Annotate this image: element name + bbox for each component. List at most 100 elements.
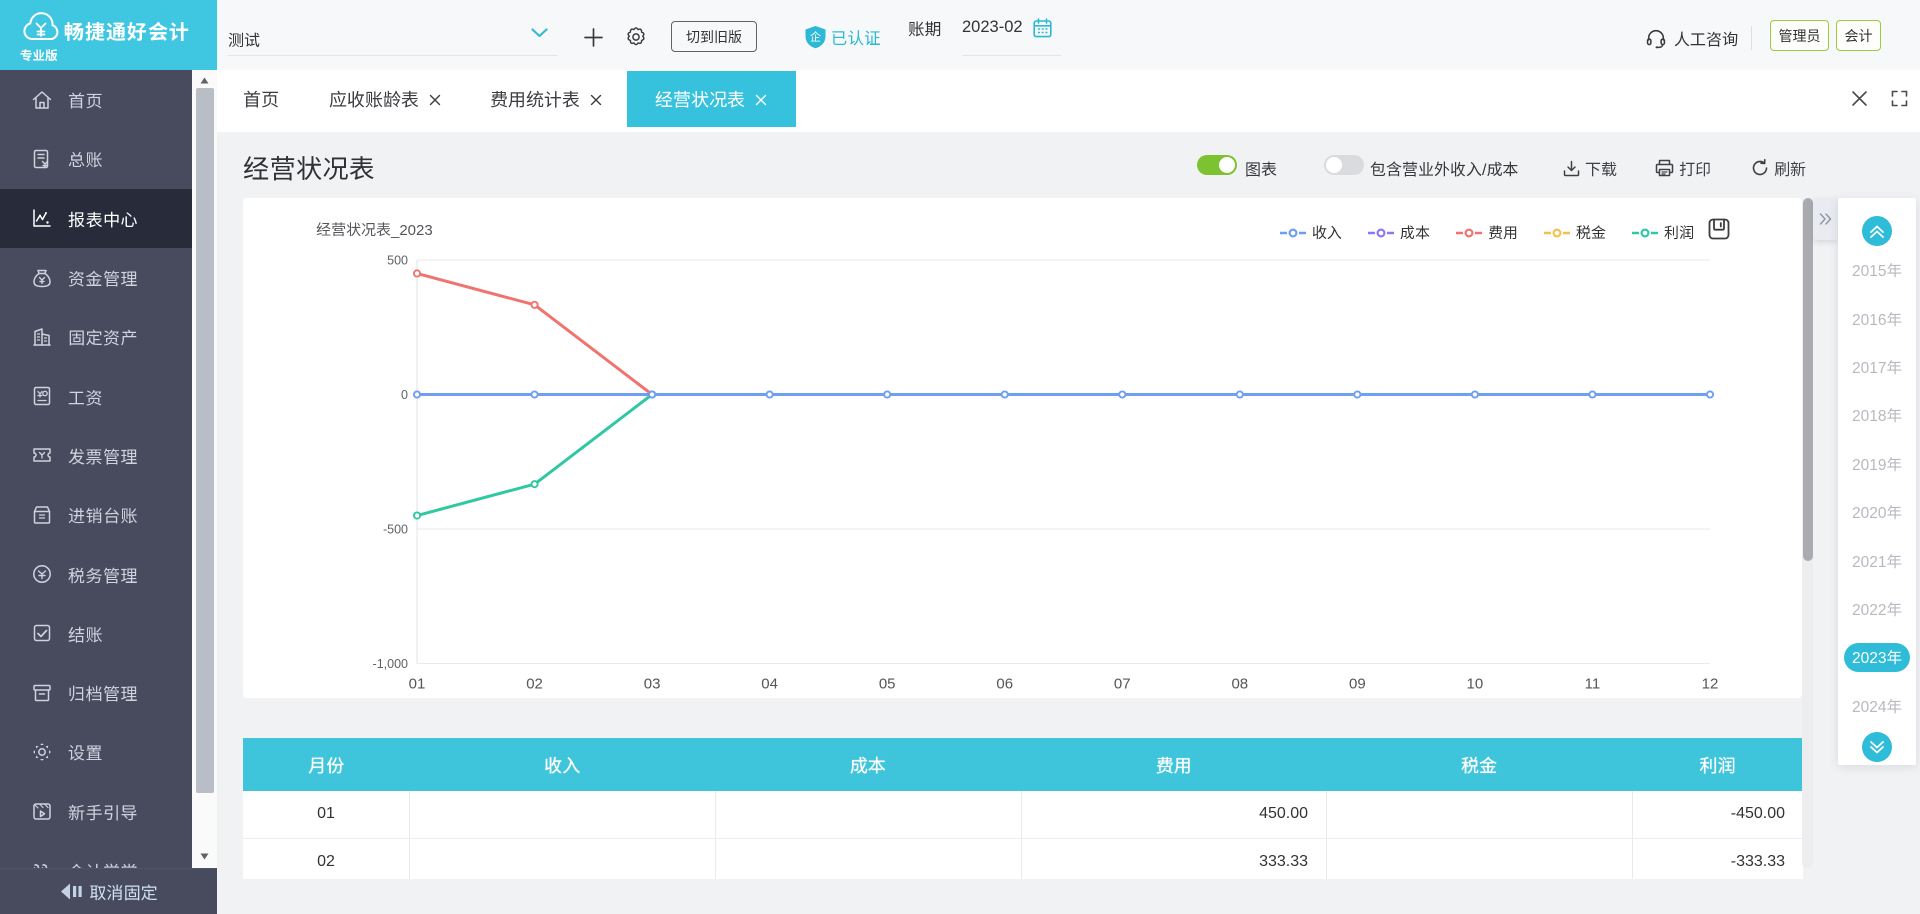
support-label: 人工咨询 bbox=[1674, 32, 1739, 49]
year-item[interactable]: 2017年 bbox=[1844, 343, 1910, 391]
year-item[interactable]: 2020年 bbox=[1844, 488, 1910, 536]
year-item[interactable]: 2021年 bbox=[1844, 536, 1910, 584]
year-item[interactable]: 2023年 bbox=[1844, 633, 1910, 681]
table-cell: 01 bbox=[243, 791, 410, 839]
legend-marker-icon bbox=[1455, 227, 1482, 238]
print-button[interactable]: 打印 bbox=[1655, 156, 1711, 180]
sidebar-item[interactable]: 税务管理 bbox=[0, 544, 192, 603]
legend-item[interactable]: 利润 bbox=[1631, 222, 1694, 243]
refresh-label: 刷新 bbox=[1774, 162, 1807, 179]
tab[interactable]: 费用统计表 bbox=[466, 71, 627, 127]
legend-label: 费用 bbox=[1487, 225, 1518, 242]
unpin-label: 取消固定 bbox=[89, 884, 158, 903]
tab-close-icon[interactable] bbox=[428, 93, 442, 107]
icon bbox=[30, 799, 54, 823]
scroll-up-arrow-icon[interactable] bbox=[192, 72, 217, 88]
tab[interactable]: 经营状况表 bbox=[627, 71, 796, 127]
sidebar-item[interactable]: 新手引导 bbox=[0, 782, 192, 841]
chart-toggle-label: 图表 bbox=[1245, 162, 1278, 179]
year-list: 2015年 2016年 2017年 2018年 2019年 2020年 2021年 2022年… bbox=[1838, 246, 1916, 730]
support-button[interactable]: 人工咨询 bbox=[1645, 26, 1738, 50]
refresh-button[interactable]: 刷新 bbox=[1751, 156, 1806, 180]
sidebar-scrollbar[interactable] bbox=[192, 70, 217, 868]
year-label: 2019年 bbox=[1852, 456, 1902, 474]
sidebar-item[interactable]: 资金管理 bbox=[0, 248, 192, 307]
sidebar-item[interactable]: 工资 bbox=[0, 366, 192, 425]
gear-icon[interactable] bbox=[625, 26, 647, 48]
admin-role-button[interactable]: 管理员 bbox=[1770, 20, 1829, 51]
print-label: 打印 bbox=[1679, 162, 1712, 179]
legend-item[interactable]: 费用 bbox=[1455, 222, 1518, 243]
year-item[interactable]: 2024年 bbox=[1844, 682, 1910, 730]
refresh-icon bbox=[1751, 159, 1774, 177]
tab-bar-actions bbox=[1851, 70, 1908, 126]
switch-to-old-version-button[interactable]: 切到旧版 bbox=[671, 21, 757, 52]
sidebar-scrollbar-thumb[interactable] bbox=[195, 88, 214, 793]
table-row[interactable]: 02 333.33 -333.33 bbox=[243, 838, 1803, 879]
content-scrollbar-thumb[interactable] bbox=[1802, 198, 1813, 561]
sidebar-item[interactable]: 归档管理 bbox=[0, 663, 192, 722]
account-set-name: 测试 bbox=[228, 33, 261, 50]
certified-shield-icon: 企 bbox=[804, 25, 827, 49]
svg-text:-1,000: -1,000 bbox=[373, 657, 408, 671]
topbar-divider bbox=[1751, 26, 1752, 50]
sidebar-item[interactable]: 发票管理 bbox=[0, 426, 192, 485]
accountant-role-button[interactable]: 会计 bbox=[1836, 20, 1881, 51]
year-item[interactable]: 2022年 bbox=[1844, 585, 1910, 633]
svg-text:03: 03 bbox=[644, 676, 661, 693]
sidebar-item-label: 固定资产 bbox=[68, 329, 138, 349]
year-item[interactable]: 2015年 bbox=[1844, 246, 1910, 294]
period-value: 2023-02 bbox=[962, 18, 1023, 36]
period-label: 账期 bbox=[908, 21, 941, 39]
tab[interactable]: 应收账龄表 bbox=[305, 71, 466, 127]
table-cell bbox=[714, 791, 1021, 839]
years-scroll-down-button[interactable] bbox=[1862, 732, 1892, 762]
table-header-cell: 月份 bbox=[243, 738, 410, 791]
close-all-tabs-icon[interactable] bbox=[1851, 90, 1868, 107]
icon bbox=[30, 562, 54, 586]
legend-item[interactable]: 税金 bbox=[1543, 222, 1606, 243]
table-cell bbox=[1326, 791, 1632, 839]
sidebar-item[interactable]: 总账 bbox=[0, 129, 192, 188]
unpin-button[interactable]: 取消固定 bbox=[0, 868, 217, 914]
add-account-set-button[interactable] bbox=[584, 28, 603, 47]
account-set-select[interactable]: 测试 bbox=[228, 0, 558, 56]
fullscreen-icon[interactable] bbox=[1891, 90, 1908, 107]
report-table: 月份 收入 成本 费用 税金 利润 01 450.00 -450.00 02 333.33 -333… bbox=[243, 738, 1803, 879]
legend-item[interactable]: 成本 bbox=[1367, 222, 1430, 243]
year-item[interactable]: 2019年 bbox=[1844, 440, 1910, 488]
sidebar-item[interactable]: 进销台账 bbox=[0, 485, 192, 544]
year-label: 2018年 bbox=[1852, 408, 1902, 426]
sidebar-menu: 首页 总账 报表中心 资金管理 bbox=[0, 70, 192, 868]
period-picker[interactable]: 2023-02 bbox=[962, 0, 1061, 56]
sidebar-item[interactable]: 报表中心 bbox=[0, 188, 192, 248]
sidebar-item-label: 首页 bbox=[68, 92, 103, 112]
icon bbox=[30, 859, 54, 868]
scroll-down-arrow-icon[interactable] bbox=[192, 848, 217, 864]
sidebar-item[interactable]: 设置 bbox=[0, 722, 192, 781]
non-operating-toggle[interactable] bbox=[1324, 155, 1364, 175]
year-label: 2020年 bbox=[1852, 505, 1902, 523]
chart-toggle[interactable] bbox=[1197, 155, 1237, 175]
sidebar-item[interactable]: 结账 bbox=[0, 604, 192, 663]
sidebar-item[interactable]: 首页 bbox=[0, 70, 192, 129]
download-button[interactable]: 下载 bbox=[1563, 156, 1617, 180]
certified-badge[interactable]: 企 已认证 bbox=[804, 25, 881, 49]
icon bbox=[30, 384, 54, 408]
year-label: 2022年 bbox=[1852, 601, 1902, 619]
tab[interactable]: 首页 bbox=[217, 71, 305, 127]
years-scroll-up-button[interactable] bbox=[1862, 216, 1892, 246]
table-cell: 02 bbox=[243, 838, 410, 879]
table-row[interactable]: 01 450.00 -450.00 bbox=[243, 791, 1803, 839]
save-as-image-icon[interactable] bbox=[1708, 218, 1730, 240]
year-panel-collapse-handle[interactable] bbox=[1813, 198, 1838, 240]
sidebar-item-label: 资金管理 bbox=[68, 270, 138, 290]
year-item[interactable]: 2016年 bbox=[1844, 294, 1910, 342]
sidebar-item-label: 税务管理 bbox=[68, 566, 138, 586]
sidebar-item[interactable]: 固定资产 bbox=[0, 307, 192, 366]
tab-close-icon[interactable] bbox=[589, 93, 603, 107]
year-item[interactable]: 2018年 bbox=[1844, 391, 1910, 439]
sidebar-item[interactable]: 会计学堂 bbox=[0, 841, 192, 868]
tab-close-icon[interactable] bbox=[754, 93, 768, 107]
legend-item[interactable]: 收入 bbox=[1279, 222, 1342, 243]
